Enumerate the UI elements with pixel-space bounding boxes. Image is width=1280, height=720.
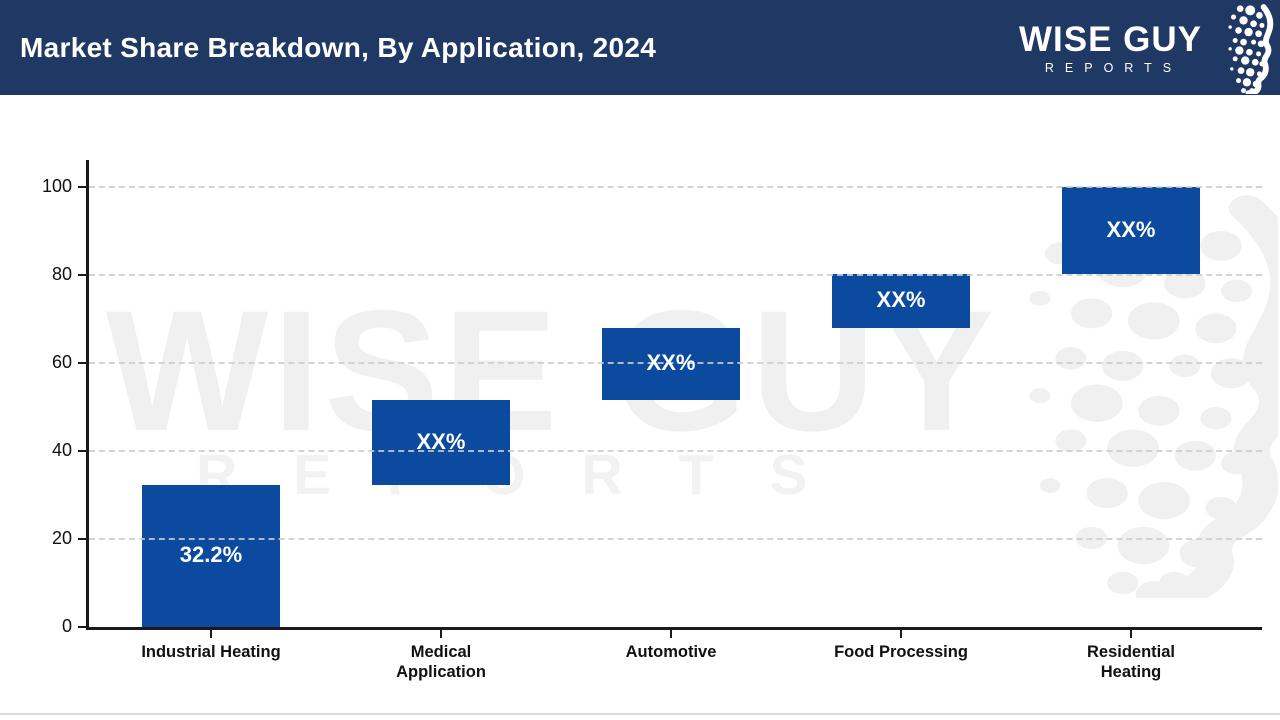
x-category-label: Residential Heating [1016, 642, 1246, 682]
x-category-label-line: Automotive [625, 643, 717, 661]
bar-value-label: XX% [876, 286, 926, 312]
y-tick-label: 60 [51, 352, 72, 372]
x-category-label: Automotive [556, 642, 786, 662]
y-tick-mark [78, 538, 86, 540]
y-tick-mark [78, 186, 86, 188]
bar-value-label: XX% [1106, 216, 1156, 242]
x-category-label-line: Residential [1086, 643, 1176, 661]
brand-subname: REPORTS [1044, 61, 1183, 75]
y-tick-mark [78, 450, 86, 452]
x-category-label-line: Medical [410, 643, 472, 661]
bar-value-label: 32.2% [179, 542, 243, 568]
y-tick-label: 40 [51, 440, 72, 460]
gridline-80 [89, 274, 1262, 276]
gridline-60 [89, 362, 1262, 364]
bar-medical-application [372, 399, 510, 486]
x-category-label-line: Food Processing [834, 643, 968, 661]
x-tick-mark [670, 630, 672, 638]
bar-value-label: XX% [416, 428, 466, 454]
y-tick-mark [78, 626, 86, 628]
footer-divider [0, 713, 1280, 715]
y-tick-label: 20 [51, 528, 72, 548]
y-tick-label: 0 [61, 616, 72, 636]
x-category-label: Food Processing [786, 642, 1016, 662]
bar-food-processing [832, 274, 970, 328]
x-tick-mark [900, 630, 902, 638]
y-tick-mark [78, 274, 86, 276]
brand-name: WISE GUY [1018, 20, 1202, 59]
brand-logo-text: WISE GUY REPORTS [1019, 20, 1202, 75]
bar-industrial-heating [142, 485, 280, 627]
x-axis-line [86, 627, 1262, 630]
x-category-label: Industrial Heating [96, 642, 326, 662]
y-axis-line [86, 160, 89, 630]
x-category-label-line: Industrial Heating [141, 643, 281, 661]
x-tick-mark [210, 630, 212, 638]
gridline-40 [89, 450, 1262, 452]
watermark-face-dots-graphic [1029, 195, 1278, 598]
x-category-label: Medical Application [326, 642, 556, 682]
bar-value-label: XX% [646, 349, 696, 375]
header-bar: Market Share Breakdown, By Application, … [0, 0, 1280, 95]
brand-logo: WISE GUY REPORTS [1019, 0, 1274, 95]
x-category-label-line: Heating [1100, 663, 1162, 681]
gridline-100 [89, 186, 1262, 188]
x-tick-mark [1130, 630, 1132, 638]
gridline-20 [89, 538, 1262, 540]
y-tick-label: 80 [51, 264, 72, 284]
page-title: Market Share Breakdown, By Application, … [20, 31, 657, 63]
brand-face-dots-icon [1228, 3, 1274, 94]
x-tick-mark [440, 630, 442, 638]
y-tick-label: 100 [41, 176, 72, 196]
x-category-label-line: Application [396, 663, 486, 681]
y-tick-mark [78, 362, 86, 364]
bar-residential-heating [1062, 187, 1200, 275]
